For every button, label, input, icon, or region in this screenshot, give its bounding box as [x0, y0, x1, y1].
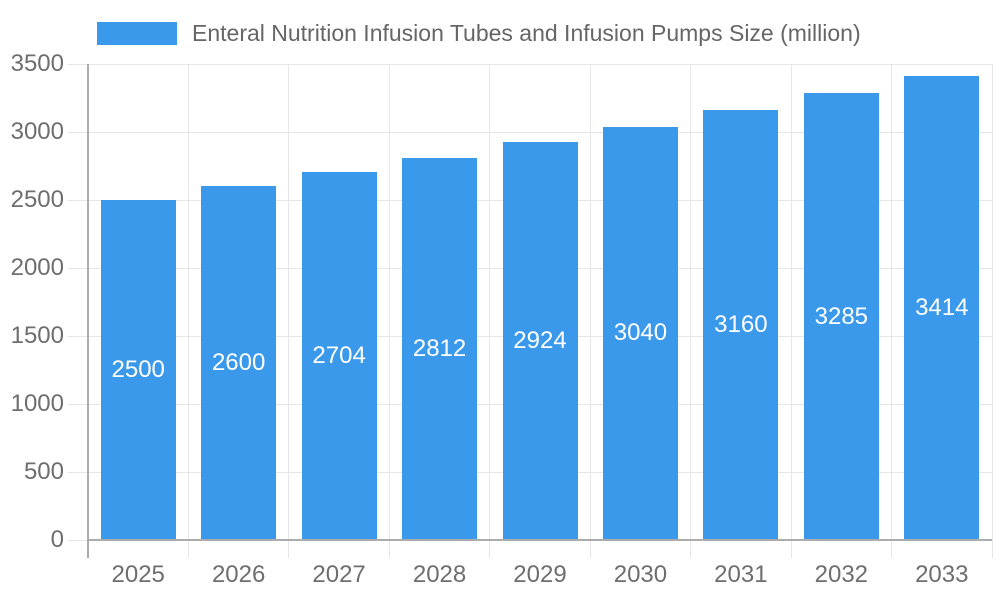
- vertical-gridline: [388, 64, 390, 558]
- vertical-gridline: [790, 64, 792, 558]
- bar-value-label: 3040: [613, 319, 668, 347]
- y-axis-tick-label: 2500: [10, 186, 64, 213]
- horizontal-gridline: [68, 131, 992, 133]
- x-axis-tick-label: 2025: [111, 561, 165, 588]
- bar[interactable]: [201, 186, 277, 540]
- y-axis-tick-label: 3500: [10, 50, 64, 77]
- bar-value-label: 3285: [814, 302, 869, 330]
- vertical-gridline: [288, 64, 290, 558]
- bar-value-label: 3160: [714, 311, 768, 339]
- x-axis-tick-label: 2032: [814, 561, 869, 588]
- vertical-gridline: [690, 64, 692, 558]
- y-axis-tick-label: 2000: [10, 254, 64, 281]
- bar[interactable]: [301, 172, 377, 540]
- x-axis-line: [87, 539, 992, 541]
- vertical-gridline: [891, 64, 893, 558]
- x-axis-tick-label: 2028: [412, 561, 467, 588]
- bar-value-label: 2600: [211, 349, 266, 377]
- vertical-gridline: [489, 64, 491, 558]
- x-axis-tick-label: 2029: [513, 561, 567, 588]
- bar-value-label: 2812: [412, 334, 467, 362]
- x-axis-tick-label: 2033: [915, 561, 969, 588]
- x-axis-tick-label: 2026: [211, 561, 266, 588]
- bar[interactable]: [100, 200, 176, 540]
- y-axis-tick-label: 3000: [10, 118, 64, 145]
- horizontal-gridline: [68, 63, 992, 65]
- vertical-gridline: [991, 64, 993, 558]
- bar[interactable]: [502, 142, 578, 540]
- legend-color-swatch: [97, 22, 177, 45]
- bar-value-label: 2500: [111, 356, 165, 383]
- y-axis-tick-label: 1000: [10, 390, 64, 417]
- y-axis-line: [87, 64, 89, 558]
- x-axis-tick-label: 2027: [312, 561, 366, 588]
- vertical-gridline: [589, 64, 591, 558]
- x-axis-tick-label: 2030: [613, 561, 668, 588]
- bar[interactable]: [904, 75, 980, 540]
- y-axis-tick-label: 500: [23, 458, 64, 485]
- bar[interactable]: [703, 110, 779, 540]
- legend-label: Enteral Nutrition Infusion Tubes and Inf…: [192, 20, 861, 46]
- bar-value-label: 2704: [312, 342, 366, 370]
- bar[interactable]: [602, 126, 678, 540]
- bar-value-label: 2924: [513, 327, 567, 355]
- y-axis-tick-label: 0: [50, 526, 64, 553]
- vertical-gridline: [187, 64, 189, 558]
- bar[interactable]: [402, 157, 478, 540]
- bar-value-label: 3414: [915, 293, 969, 321]
- x-axis-tick-label: 2031: [714, 561, 768, 588]
- bar[interactable]: [803, 93, 879, 540]
- y-axis-tick-label: 1500: [10, 322, 64, 349]
